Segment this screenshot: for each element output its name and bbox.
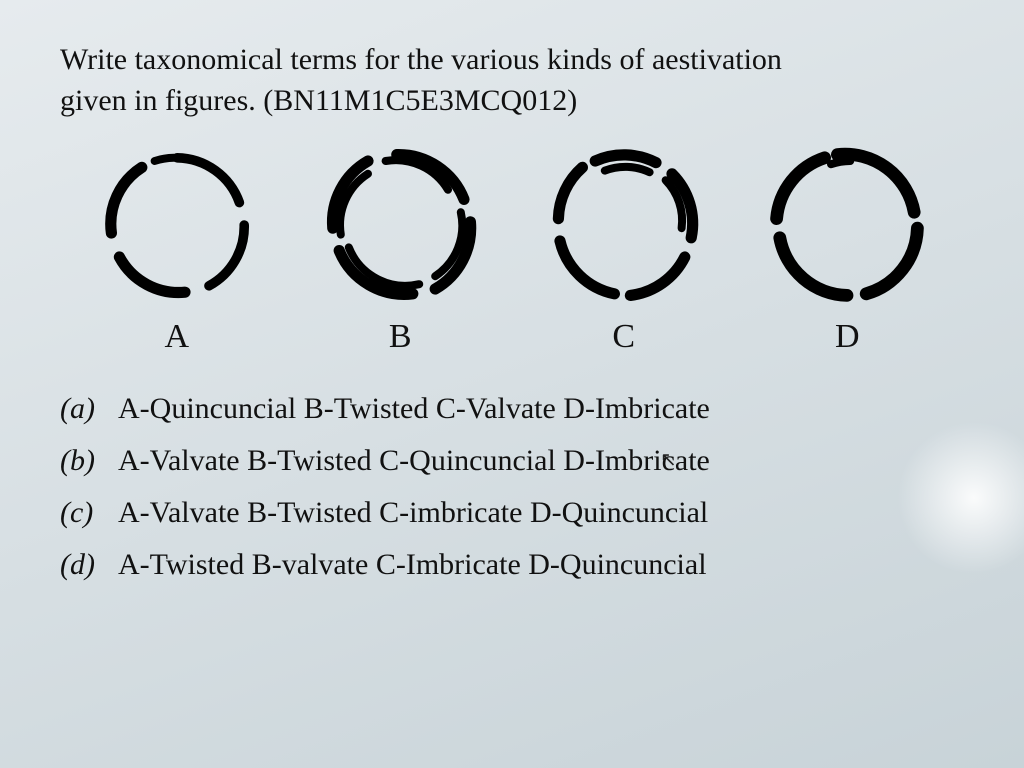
figures-row: A B C D [60,145,964,356]
option-b[interactable]: (b) A-Valvate B-Twisted C-Quincuncial D-I… [60,444,964,478]
figure-label-b: B [320,318,480,356]
page: Write taxonomical terms for the various … [0,0,1024,768]
figure-d: D [767,145,927,356]
question-line1: Write taxonomical terms for the various … [60,43,782,76]
option-tag: (b) [60,444,104,478]
aestivation-diagram-b [320,145,480,305]
option-tag: (d) [60,548,104,582]
question-line2-suffix: ) [567,84,577,117]
option-text: A-Twisted B-valvate C-Imbricate D-Quincu… [118,548,707,582]
question-prompt: Write taxonomical terms for the various … [60,40,940,121]
option-c[interactable]: (c) A-Valvate B-Twisted C-imbricate D-Qui… [60,496,964,530]
figure-label-d: D [767,318,927,356]
aestivation-diagram-c [544,145,704,305]
figure-b: B [320,145,480,356]
option-text: A-Valvate B-Twisted C-imbricate D-Quincu… [118,496,708,530]
question-code: BN11M1C5E3MCQ012 [273,84,567,117]
figure-a: A [97,145,257,356]
options-list: (a) A-Quincuncial B-Twisted C-Valvate D-I… [60,392,964,582]
aestivation-diagram-a [97,145,257,305]
figure-label-c: C [544,318,704,356]
figure-label-a: A [97,318,257,356]
option-a[interactable]: (a) A-Quincuncial B-Twisted C-Valvate D-I… [60,392,964,426]
question-line2-prefix: given in figures. ( [60,84,273,117]
option-d[interactable]: (d) A-Twisted B-valvate C-Imbricate D-Qui… [60,548,964,582]
option-text: A-Quincuncial B-Twisted C-Valvate D-Imbr… [118,392,710,426]
option-tag: (a) [60,392,104,426]
figure-c: C [544,145,704,356]
option-text: A-Valvate B-Twisted C-Quincuncial D-Imbr… [118,444,710,478]
option-tag: (c) [60,496,104,530]
aestivation-diagram-d [767,145,927,305]
